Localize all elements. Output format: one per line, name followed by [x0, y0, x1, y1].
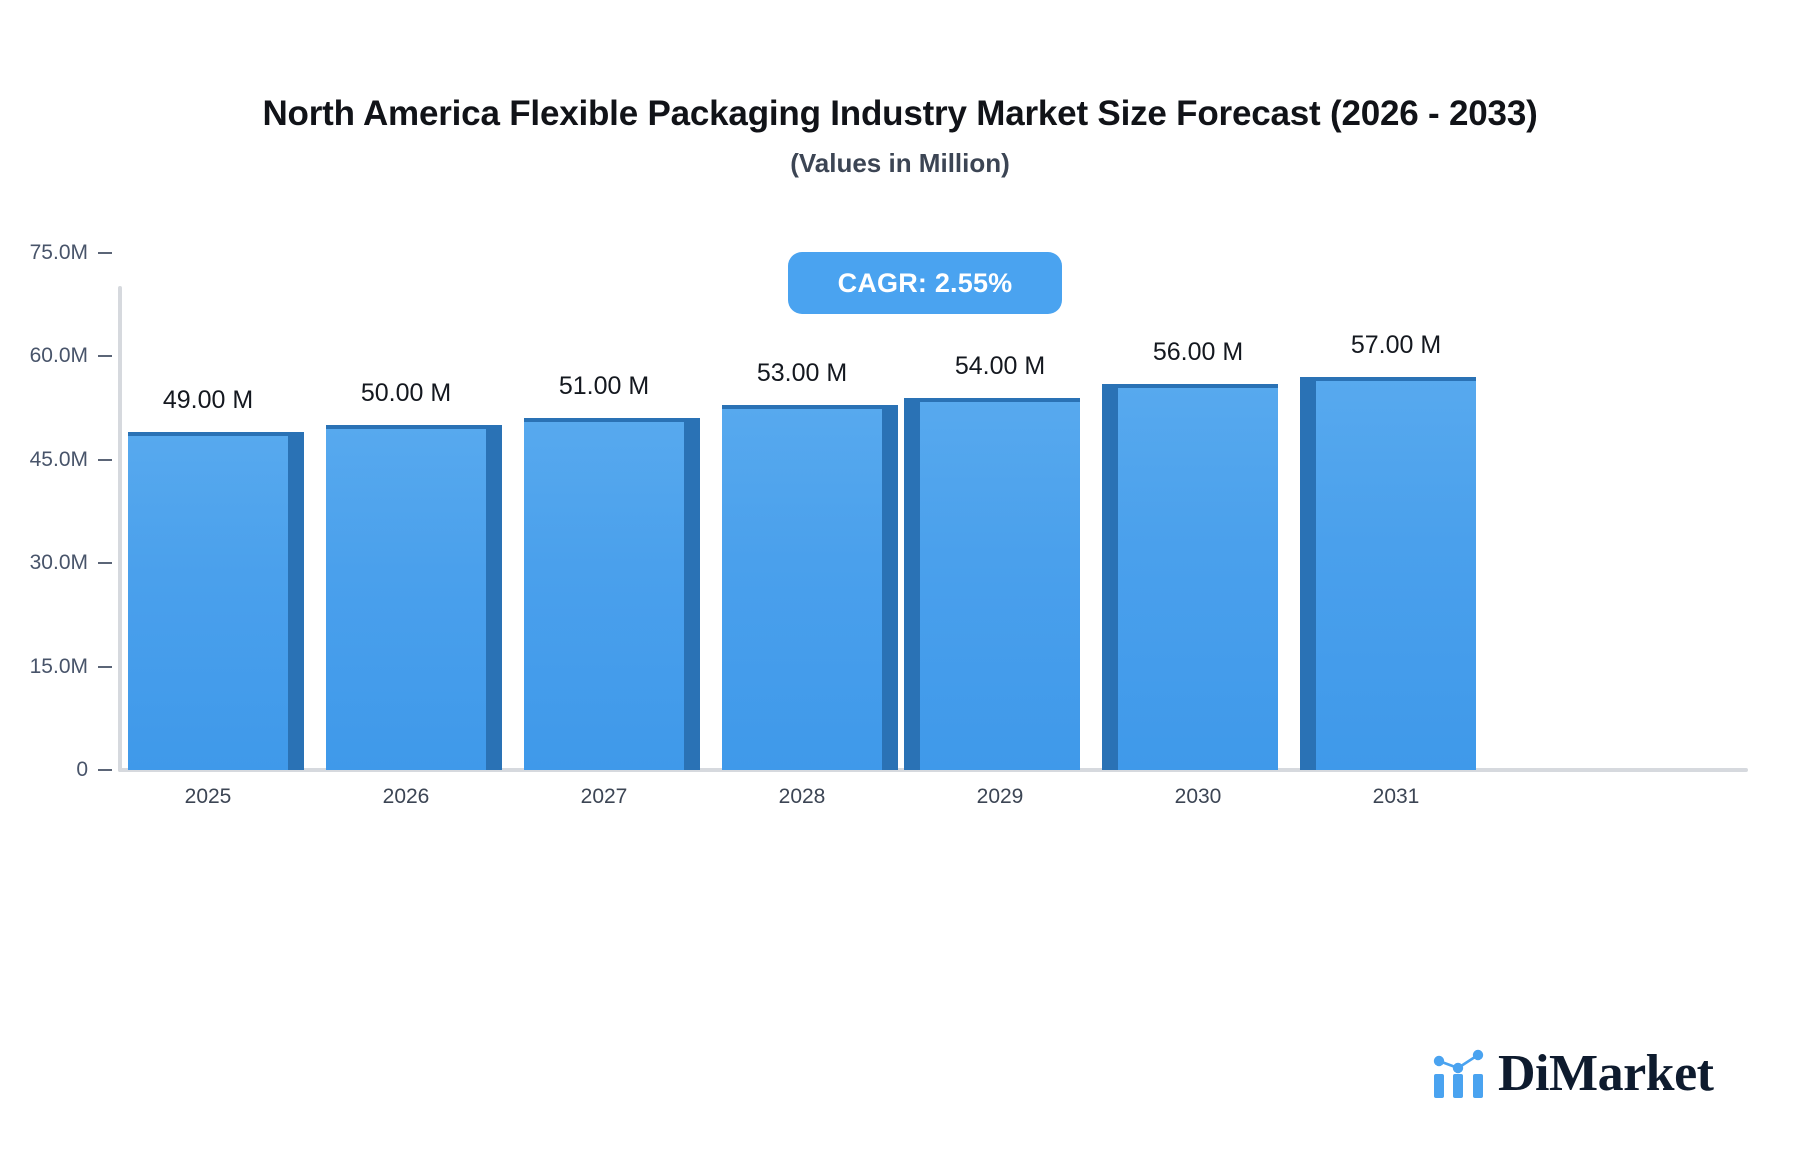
- x-axis-line: [118, 768, 1748, 772]
- bar-value-label: 50.00 M: [360, 379, 452, 408]
- y-axis-tick: 45.0M: [0, 447, 112, 471]
- bar: [524, 418, 700, 770]
- page-title: North America Flexible Packaging Industr…: [262, 94, 1538, 133]
- bar-side-face: [288, 442, 304, 770]
- cagr-badge-label: CAGR: 2.55%: [837, 267, 1013, 298]
- bar-value-label: 57.00 M: [1350, 331, 1442, 360]
- y-axis-tick-label: 0: [76, 758, 88, 781]
- x-axis-tick-label: 2029: [976, 785, 1024, 808]
- y-axis-tick: 60.0M: [0, 344, 112, 368]
- bar-front-face: [1316, 381, 1476, 770]
- bar-value-label: 51.00 M: [558, 372, 650, 401]
- cagr-badge: CAGR: 2.55%: [788, 252, 1062, 314]
- bar-value-label: 49.00 M: [162, 386, 254, 415]
- bar-chart-icon: [1432, 1048, 1486, 1100]
- bar: [722, 404, 898, 770]
- bar-side-face: [1300, 387, 1316, 770]
- bar-value-label: 53.00 M: [756, 358, 848, 387]
- y-axis-tick-label: 60.0M: [29, 344, 88, 368]
- bar-side-face: [1102, 393, 1118, 770]
- bar-front-face: [326, 429, 486, 770]
- bar: [904, 397, 1080, 770]
- bar-side-face: [684, 428, 700, 770]
- bar-side-face: [882, 414, 898, 770]
- bar-front-face: [524, 422, 684, 770]
- y-axis-tick: 0: [0, 758, 112, 781]
- y-axis-tick: 30.0M: [0, 551, 112, 575]
- y-axis-tick-label: 30.0M: [29, 551, 88, 575]
- bar-front-face: [128, 436, 288, 770]
- y-axis-tick-label: 45.0M: [29, 447, 88, 471]
- y-axis-tick-label: 15.0M: [29, 654, 88, 678]
- y-axis-tick: 15.0M: [0, 654, 112, 678]
- x-axis-tick-label: 2025: [184, 785, 232, 808]
- y-axis-tick: 75.0M: [0, 241, 112, 264]
- bar-side-face: [486, 435, 502, 770]
- x-axis-tick-label: 2031: [1372, 785, 1420, 808]
- bar: [1102, 383, 1278, 770]
- x-axis-tick-label: 2030: [1174, 785, 1222, 808]
- bar: [128, 432, 304, 770]
- bar-side-face: [904, 407, 920, 770]
- brand-logo: DiMarket: [1432, 1045, 1714, 1102]
- bar: [326, 425, 502, 770]
- x-axis-tick-label: 2028: [778, 785, 826, 808]
- y-axis-tick-mark: [98, 665, 112, 668]
- x-axis-tick-label: 2026: [382, 785, 430, 808]
- bar-value-label: 56.00 M: [1152, 337, 1244, 366]
- y-axis-tick-mark: [98, 458, 112, 461]
- chart-subtitle: (Values in Million): [790, 148, 1010, 178]
- bar-front-face: [1118, 387, 1278, 770]
- y-axis-tick-mark: [98, 562, 112, 565]
- bar: [1300, 377, 1476, 770]
- x-axis-tick-label: 2027: [580, 785, 628, 808]
- y-axis-tick-label: 75.0M: [29, 241, 88, 264]
- logo-wordmark: DiMarket: [1498, 1045, 1714, 1102]
- bar-front-face: [722, 408, 882, 770]
- y-axis-line: [118, 286, 122, 772]
- y-axis-tick-mark: [98, 355, 112, 358]
- bar-value-label: 54.00 M: [954, 351, 1046, 380]
- y-axis-tick-mark: [98, 769, 112, 771]
- y-axis-tick-mark: [98, 252, 112, 254]
- bar-front-face: [920, 401, 1080, 770]
